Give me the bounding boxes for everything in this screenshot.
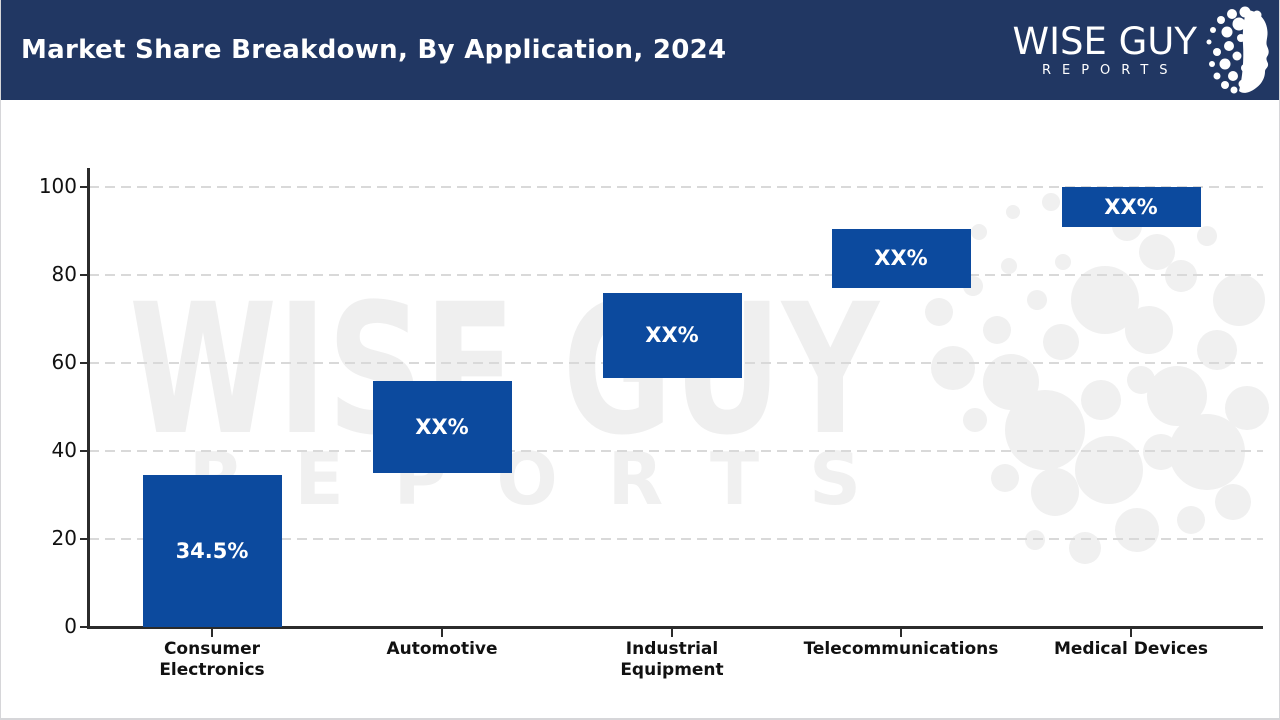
x-category-label: Consumer Electronics bbox=[159, 639, 265, 680]
logo-subtext: REPORTS bbox=[1041, 63, 1179, 78]
bar-value-label: XX% bbox=[874, 246, 928, 271]
y-tick-label: 100 bbox=[38, 174, 77, 198]
page-title: Market Share Breakdown, By Application, … bbox=[21, 35, 727, 65]
gridline bbox=[89, 450, 1263, 452]
y-tick bbox=[80, 538, 89, 540]
logo-wordmark: WISE GUY bbox=[1012, 20, 1197, 63]
bar-medical-devices: XX% bbox=[1061, 187, 1201, 227]
header: Market Share Breakdown, By Application, … bbox=[1, 0, 1279, 100]
bar-value-label: XX% bbox=[415, 414, 469, 439]
x-tick bbox=[441, 628, 443, 637]
y-tick-label: 20 bbox=[51, 526, 77, 550]
bar-value-label: XX% bbox=[1104, 194, 1158, 219]
gridline bbox=[89, 538, 1263, 540]
y-axis-line bbox=[87, 168, 90, 629]
y-tick bbox=[80, 186, 89, 188]
bar-value-label: XX% bbox=[645, 323, 699, 348]
x-tick bbox=[211, 628, 213, 637]
brand-logo-text: WISE GUY REPORTS bbox=[1013, 23, 1197, 77]
y-tick bbox=[80, 626, 89, 628]
x-axis-line bbox=[87, 626, 1263, 629]
bar-consumer-electronics: 34.5% bbox=[142, 475, 282, 627]
x-tick bbox=[1130, 628, 1132, 637]
logo-face-icon bbox=[1206, 6, 1269, 94]
x-category-label: Medical Devices bbox=[1053, 639, 1208, 659]
x-category-label: Telecommunications bbox=[803, 639, 999, 659]
brand-logo: WISE GUY REPORTS bbox=[1013, 6, 1269, 94]
bar-automotive: XX% bbox=[372, 380, 512, 473]
bar-industrial-equipment: XX% bbox=[602, 292, 742, 379]
y-tick bbox=[80, 362, 89, 364]
bar-value-label: 34.5% bbox=[175, 539, 249, 564]
x-tick bbox=[671, 628, 673, 637]
y-tick-label: 60 bbox=[51, 350, 77, 374]
x-tick bbox=[900, 628, 902, 637]
y-tick-label: 0 bbox=[64, 614, 77, 638]
bar-telecommunications: XX% bbox=[831, 228, 971, 289]
y-tick bbox=[80, 274, 89, 276]
y-tick-label: 40 bbox=[51, 438, 77, 462]
y-tick-label: 80 bbox=[51, 262, 77, 286]
gridline bbox=[89, 274, 1263, 276]
x-category-label: Industrial Equipment bbox=[620, 639, 724, 680]
x-category-label: Automotive bbox=[386, 639, 498, 659]
y-tick bbox=[80, 450, 89, 452]
gridline bbox=[89, 186, 1263, 188]
